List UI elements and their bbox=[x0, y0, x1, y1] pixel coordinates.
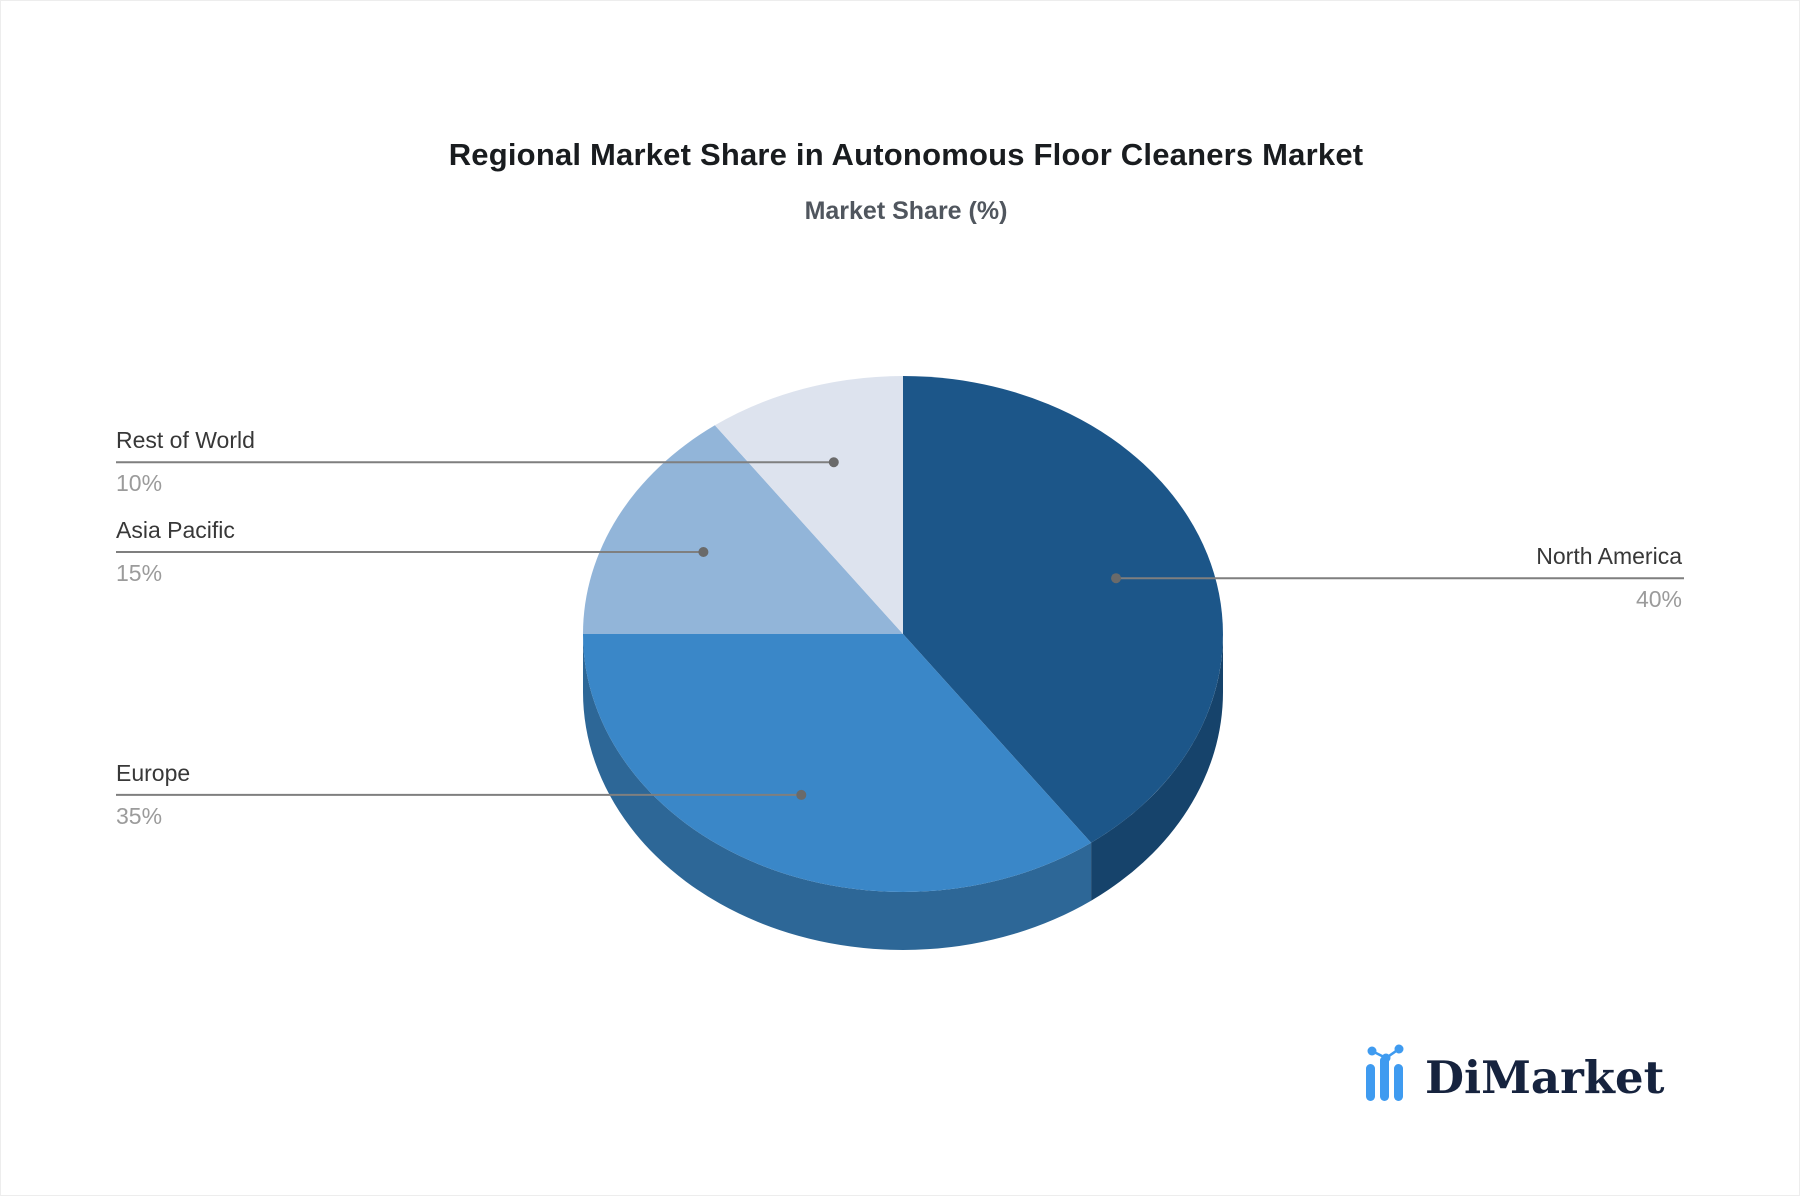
pie-slice-north-america[interactable] bbox=[903, 376, 1223, 843]
brand-name: DiMarket bbox=[1425, 1051, 1665, 1104]
chart-title: Regional Market Share in Autonomous Floo… bbox=[448, 137, 1364, 172]
slice-label-asia-pacific: Asia Pacific 15% bbox=[116, 517, 235, 587]
leader-dot-rest-of-world bbox=[828, 457, 839, 468]
chart-subtitle: Market Share (%) bbox=[804, 197, 1008, 225]
pie-slice-side-europe bbox=[583, 634, 1092, 950]
pie-slice-europe[interactable] bbox=[583, 634, 1092, 892]
slice-label-europe: Europe 35% bbox=[116, 760, 190, 830]
leader-dot-north-america bbox=[1111, 573, 1122, 584]
slice-name: North America bbox=[1536, 543, 1682, 570]
pie-slice-side-north-america bbox=[1091, 634, 1223, 901]
slice-label-rest-of-world: Rest of World 10% bbox=[116, 427, 255, 497]
slice-label-north-america: North America 40% bbox=[1536, 543, 1682, 613]
leader-dot-europe bbox=[796, 789, 807, 800]
leader-dot-asia-pacific bbox=[698, 547, 709, 558]
slice-name: Europe bbox=[116, 759, 191, 786]
slice-name: Rest of World bbox=[116, 427, 255, 454]
slice-percent: 40% bbox=[1635, 586, 1682, 613]
slice-percent: 35% bbox=[116, 802, 163, 829]
slice-percent: 15% bbox=[116, 560, 163, 586]
pie-slice-rest-of-world[interactable] bbox=[714, 376, 903, 634]
slice-percent: 10% bbox=[116, 470, 163, 497]
brand-logo: DiMarket bbox=[1364, 1041, 1664, 1105]
bar-line-chart-icon bbox=[1366, 1044, 1404, 1101]
slice-name: Asia Pacific bbox=[116, 517, 235, 543]
pie-slice-asia-pacific[interactable] bbox=[583, 425, 903, 634]
